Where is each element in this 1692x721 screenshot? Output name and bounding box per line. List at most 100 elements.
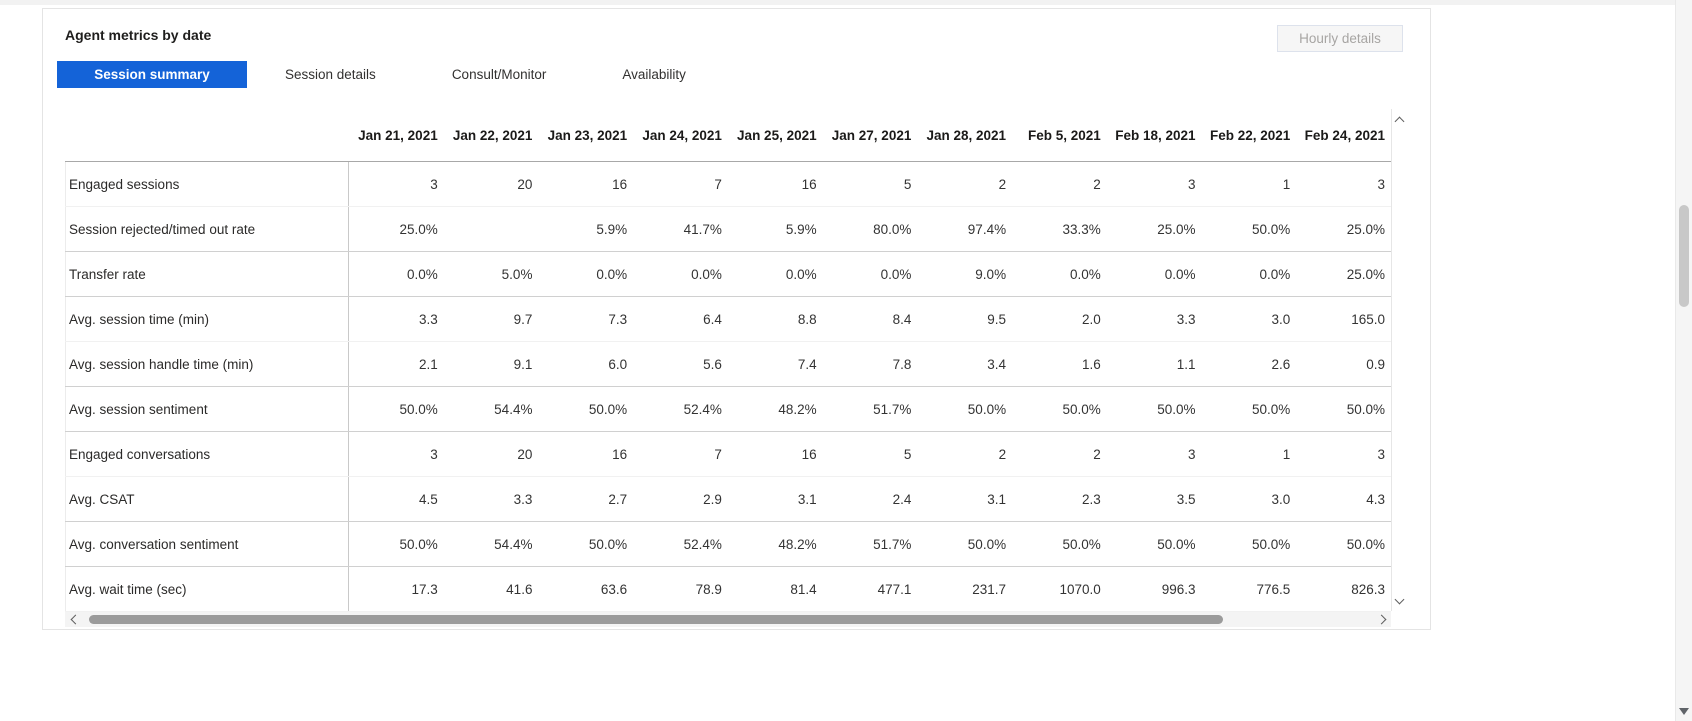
table-cell: 2 bbox=[1093, 446, 1101, 462]
table-cell: 0.9 bbox=[1366, 356, 1385, 372]
table-row: Avg. session sentiment 50.0% 54.4% 50.0% 52.… bbox=[65, 387, 1391, 432]
table-cell: 50.0% bbox=[399, 536, 438, 552]
column-header: Feb 22, 2021 bbox=[1209, 127, 1291, 143]
top-strip bbox=[0, 0, 1692, 5]
hourly-details-button[interactable]: Hourly details bbox=[1277, 25, 1403, 52]
table-cell: 80.0% bbox=[873, 221, 912, 237]
table-cell: 7.4 bbox=[797, 356, 817, 372]
table-cell: 48.2% bbox=[778, 536, 817, 552]
table-cell: 50.0% bbox=[588, 401, 628, 417]
table-cell: 20 bbox=[517, 176, 533, 192]
table-cell: 7 bbox=[714, 176, 722, 192]
table-cell: 3 bbox=[1377, 446, 1385, 462]
tab-session-summary[interactable]: Session summary bbox=[57, 61, 247, 88]
table-cell: 0.0% bbox=[1164, 266, 1196, 282]
tab-session-details[interactable]: Session details bbox=[285, 67, 376, 82]
page-scroll-thumb[interactable] bbox=[1679, 205, 1689, 307]
table-cell: 2.1 bbox=[418, 356, 438, 372]
column-header: Jan 27, 2021 bbox=[831, 127, 912, 143]
table-cell: 17.3 bbox=[411, 581, 438, 597]
table-cell: 3.1 bbox=[797, 491, 817, 507]
table-cell: 50.0% bbox=[967, 536, 1007, 552]
row-label: Avg. session handle time (min) bbox=[65, 342, 349, 386]
table-cell: 3 bbox=[430, 176, 438, 192]
table-cell: 165.0 bbox=[1351, 311, 1385, 327]
triangle-down-icon[interactable] bbox=[1679, 708, 1689, 715]
table-body: Engaged sessions 3 20 16 7 16 5 2 2 3 1 3 Session re… bbox=[65, 162, 1391, 613]
table-cell: 0.0% bbox=[1259, 266, 1291, 282]
table-cell: 2.0 bbox=[1082, 311, 1101, 327]
table-cell: 50.0% bbox=[967, 401, 1007, 417]
horizontal-scroll-thumb[interactable] bbox=[89, 615, 1223, 624]
table-cell: 6.4 bbox=[703, 311, 722, 327]
row-label: Transfer rate bbox=[65, 252, 349, 296]
column-header: Jan 24, 2021 bbox=[642, 127, 722, 143]
table-cell: 50.0% bbox=[1157, 401, 1196, 417]
row-label: Engaged sessions bbox=[65, 162, 349, 206]
table-cell: 4.5 bbox=[418, 491, 438, 507]
table-cell: 826.3 bbox=[1351, 581, 1385, 597]
table-cell: 41.7% bbox=[683, 221, 722, 237]
page-vertical-scrollbar[interactable] bbox=[1675, 0, 1692, 721]
table-cell: 50.0% bbox=[1157, 536, 1196, 552]
table-cell: 1 bbox=[1282, 176, 1291, 192]
table-cell: 2.4 bbox=[892, 491, 912, 507]
table-cell: 3.3 bbox=[418, 311, 438, 327]
table-row: Avg. session handle time (min) 2.1 9.1 6.0 5… bbox=[65, 342, 1391, 387]
table-vertical-scrollbar[interactable] bbox=[1391, 109, 1406, 611]
table-cell: 5.6 bbox=[703, 356, 722, 372]
scroll-right-button[interactable] bbox=[1373, 612, 1389, 627]
column-header: Jan 28, 2021 bbox=[926, 127, 1007, 143]
table-cell: 9.5 bbox=[987, 311, 1007, 327]
table-cell: 2.3 bbox=[1082, 491, 1101, 507]
tab-availability[interactable]: Availability bbox=[622, 67, 686, 82]
table-cell: 33.3% bbox=[1062, 221, 1101, 237]
table-cell: 3 bbox=[1188, 446, 1196, 462]
table-cell: 81.4 bbox=[790, 581, 817, 597]
table-cell: 51.7% bbox=[873, 536, 912, 552]
table-row: Engaged conversations 3 20 16 7 16 5 2 2 3 1 3 bbox=[65, 432, 1391, 477]
table-cell: 5 bbox=[903, 176, 912, 192]
scroll-down-button[interactable] bbox=[1392, 591, 1406, 607]
column-header: Jan 23, 2021 bbox=[547, 127, 628, 143]
row-label: Avg. wait time (sec) bbox=[65, 567, 349, 611]
table-cell: 2 bbox=[1093, 176, 1101, 192]
table-corner-cell bbox=[65, 109, 349, 161]
table-cell: 9.0% bbox=[975, 266, 1007, 282]
tab-consult-monitor[interactable]: Consult/Monitor bbox=[451, 67, 547, 82]
table-row: Transfer rate 0.0% 5.0% 0.0% 0.0% 0.0% 0.0% 9.0… bbox=[65, 252, 1391, 297]
table-cell: 50.0% bbox=[399, 401, 438, 417]
table-cell: 2.7 bbox=[608, 491, 628, 507]
table-row: Engaged sessions 3 20 16 7 16 5 2 2 3 1 3 bbox=[65, 162, 1391, 207]
table-cell: 996.3 bbox=[1161, 581, 1196, 597]
table-cell: 3.4 bbox=[987, 356, 1007, 372]
tab-bar: Session summary Session details Consult/Mo… bbox=[57, 61, 724, 88]
table-cell: 16 bbox=[612, 176, 628, 192]
table-cell: 50.0% bbox=[1346, 401, 1385, 417]
table-cell: 5.9% bbox=[785, 221, 817, 237]
table-cell: 2 bbox=[998, 176, 1007, 192]
scroll-left-button[interactable] bbox=[67, 612, 83, 627]
table-row: Avg. wait time (sec) 17.3 41.6 63.6 78.9 81.4… bbox=[65, 567, 1391, 612]
table-cell: 3.0 bbox=[1271, 491, 1291, 507]
table-cell: 2 bbox=[998, 446, 1007, 462]
table-cell: 50.0% bbox=[1251, 536, 1291, 552]
table-cell: 97.4% bbox=[967, 221, 1007, 237]
column-header: Jan 25, 2021 bbox=[737, 127, 817, 143]
table-cell: 0.0% bbox=[691, 266, 722, 282]
page-title: Agent metrics by date bbox=[65, 27, 212, 43]
column-header: Jan 21, 2021 bbox=[358, 127, 438, 143]
chevron-left-icon bbox=[70, 614, 80, 625]
table-cell: 16 bbox=[801, 176, 817, 192]
table-horizontal-scrollbar[interactable] bbox=[65, 612, 1391, 627]
scroll-up-button[interactable] bbox=[1392, 113, 1406, 129]
table-cell: 50.0% bbox=[1251, 401, 1291, 417]
table-cell: 5.9% bbox=[596, 221, 628, 237]
table-cell: 3.5 bbox=[1176, 491, 1196, 507]
table-cell: 25.0% bbox=[1346, 266, 1385, 282]
table-cell: 0.0% bbox=[596, 266, 628, 282]
table-cell: 50.0% bbox=[1346, 536, 1385, 552]
table-cell: 50.0% bbox=[1251, 221, 1291, 237]
table-cell: 231.7 bbox=[972, 581, 1007, 597]
